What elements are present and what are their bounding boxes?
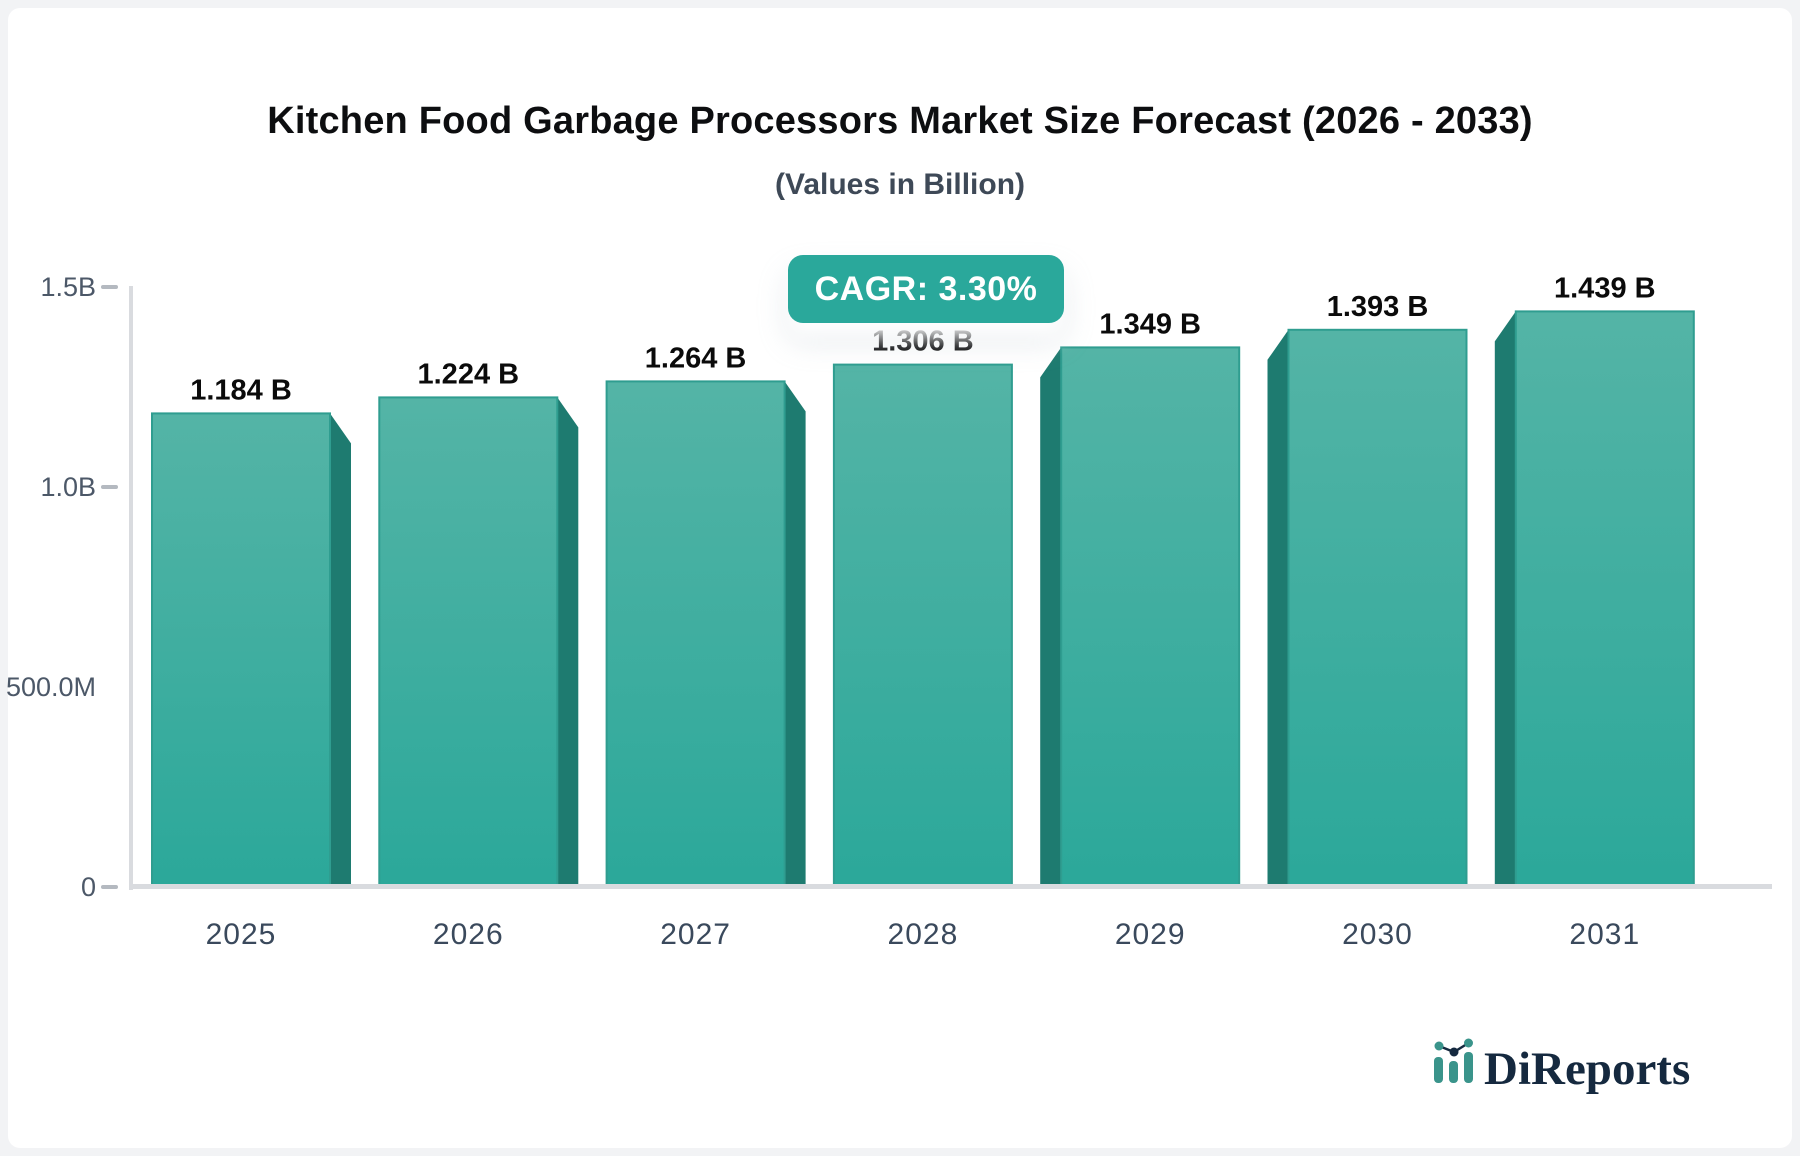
bar-value-label: 1.224 B [418, 358, 520, 390]
cagr-badge-label: CAGR: 3.30% [814, 269, 1038, 308]
bar-front-face [832, 363, 1013, 889]
x-axis-label: 2025 [206, 918, 277, 951]
bar-side-face [784, 381, 806, 887]
bar-value-label: 1.393 B [1327, 291, 1429, 323]
cagr-badge: CAGR: 3.30% [788, 255, 1064, 323]
bar-value-label: 1.184 B [190, 374, 292, 406]
bar-front-face [1514, 310, 1695, 888]
bar[interactable] [605, 380, 806, 888]
bar[interactable] [1494, 310, 1695, 888]
bar-front-face [151, 412, 331, 888]
y-axis-line [129, 286, 133, 890]
y-tick-label: 500.0M [6, 672, 96, 702]
bar-value-label: 1.439 B [1554, 272, 1656, 304]
y-tick-dash [101, 485, 118, 489]
y-tick-label: 1.0B [40, 472, 96, 502]
bar[interactable] [1040, 346, 1241, 888]
x-axis-label: 2029 [1115, 918, 1186, 951]
bar-side-face [1494, 311, 1516, 887]
y-tick-dash [101, 885, 118, 889]
y-tick-label: 0 [81, 872, 96, 902]
brand-name: DiReports [1484, 1043, 1691, 1095]
x-axis-label: 2031 [1569, 918, 1640, 951]
y-tick-label: 1.5B [40, 272, 96, 302]
bar-side-face [330, 413, 351, 887]
bar-front-face [605, 380, 786, 888]
bar-side-face [1040, 347, 1062, 887]
bar-front-face [1287, 328, 1468, 888]
x-axis-label: 2027 [660, 918, 731, 951]
chart-title: Kitchen Food Garbage Processors Market S… [267, 100, 1533, 142]
bar-side-face [557, 397, 579, 887]
bar-front-face [1060, 346, 1241, 888]
chart-subtitle: (Values in Billion) [774, 168, 1026, 201]
bar-value-label: 1.306 B [872, 326, 974, 358]
bar[interactable] [151, 412, 351, 888]
bar[interactable] [832, 363, 1013, 889]
bar-value-label: 1.349 B [1099, 308, 1201, 340]
y-tick-dash [101, 285, 118, 289]
x-axis-label: 2030 [1342, 918, 1413, 951]
bar-line-chart-icon [1434, 1038, 1473, 1083]
bar-front-face [378, 396, 559, 888]
bar-side-face [1267, 329, 1289, 887]
bar-value-label: 1.264 B [645, 342, 747, 374]
bar[interactable] [1267, 328, 1468, 888]
bar[interactable] [378, 396, 579, 888]
x-axis-line [129, 884, 1772, 889]
x-axis-label: 2028 [888, 918, 959, 951]
x-axis-label: 2026 [433, 918, 504, 951]
